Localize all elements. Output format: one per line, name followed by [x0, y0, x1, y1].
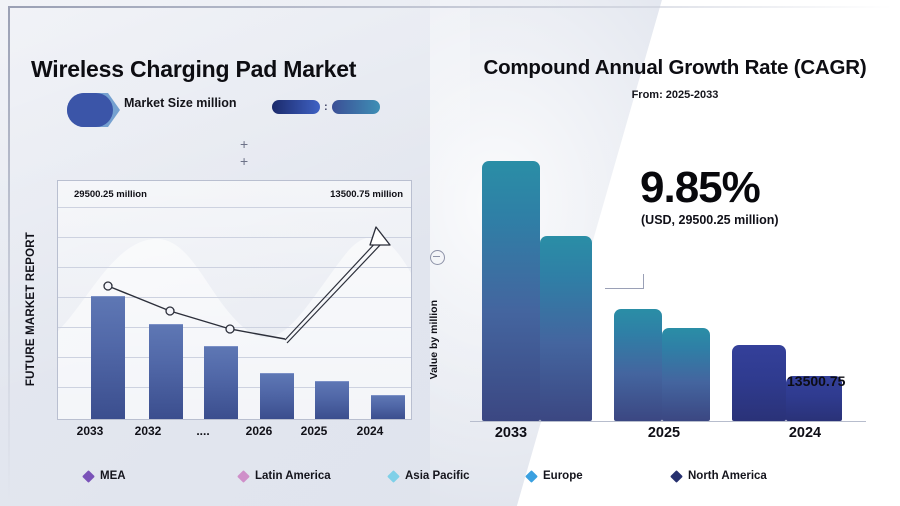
legend-label-europe: Europe: [543, 470, 583, 482]
legend-item-asia-pacific[interactable]: Asia Pacific: [387, 469, 527, 483]
region-legend: MEA Latin America Asia Pacific Europe No…: [82, 466, 824, 486]
growth-arrow: [284, 226, 391, 344]
right-cagr-chart: [462, 150, 882, 422]
gradient-pill-group: :: [272, 100, 380, 114]
gridline: [58, 267, 411, 268]
cagr-subtitle: From: 2025-2033: [631, 89, 719, 101]
cagr-title: Compound Annual Growth Rate (CAGR): [483, 56, 867, 79]
circle-minus-icon: [430, 250, 445, 265]
bar-2025-upper: [614, 309, 662, 421]
legend-item-europe[interactable]: Europe: [525, 469, 672, 483]
legend-item-latin-america[interactable]: Latin America: [237, 469, 389, 483]
future-market-report-logo: [62, 92, 124, 128]
bar-2024-lower: [786, 376, 842, 421]
r-x-label-2033: 2033: [494, 425, 528, 441]
legend-swatch-north-america: [670, 469, 683, 483]
legend-label-north-america: North America: [688, 470, 767, 482]
x-label-ellipsis: ....: [196, 424, 210, 438]
legend-item-mea[interactable]: MEA: [82, 469, 239, 483]
bar-dots: [204, 346, 238, 419]
pill-separator: :: [324, 100, 328, 113]
r-x-label-2024: 2024: [788, 425, 822, 441]
gridline: [58, 297, 411, 298]
baseline-axis: [470, 421, 866, 422]
bar-2033-upper: [482, 161, 540, 421]
legend-swatch-europe: [525, 469, 538, 483]
bar-2033: [91, 296, 125, 419]
legend-swatch-asia-pacific: [387, 469, 400, 483]
bar-2033-lower: [540, 236, 592, 421]
plus-marks-group: + +: [240, 136, 249, 169]
gradient-pill-primary: [272, 100, 320, 114]
gridline: [58, 327, 411, 328]
legend-label-asia-pacific: Asia Pacific: [405, 470, 470, 482]
plus-icon-1: +: [240, 136, 249, 152]
annotation-right-value: 13500.75 million: [330, 189, 403, 200]
x-label-2026: 2026: [245, 424, 273, 438]
gridline: [58, 237, 411, 238]
cagr-percentage: 9.85%: [640, 163, 761, 212]
frame-left-edge: [8, 6, 10, 502]
frame-top-edge: [8, 6, 892, 8]
gradient-pill-secondary: [331, 100, 380, 114]
y-axis-label-value-by-million: Value by million: [428, 300, 440, 380]
r-x-label-2025: 2025: [647, 425, 681, 441]
bar-2026: [260, 373, 294, 419]
y-axis-label-future-market-report: FUTURE MARKET REPORT: [25, 232, 37, 387]
legend-swatch-mea: [82, 469, 95, 483]
market-size-legend-label: Market Size million: [124, 96, 237, 110]
x-label-2032: 2032: [134, 424, 162, 438]
legend-swatch-latin-america: [237, 469, 250, 483]
page-title: Wireless Charging Pad Market: [31, 56, 357, 82]
annotation-left-value: 29500.25 million: [74, 189, 147, 200]
bar-series-group: [58, 181, 411, 419]
legend-label-latin-america: Latin America: [255, 470, 331, 482]
cagr-usd-note: (USD, 29500.25 million): [641, 213, 779, 227]
x-label-2025: 2025: [300, 424, 328, 438]
bar-2024: [371, 395, 405, 419]
bar-2025-lower: [662, 328, 710, 421]
bracket-connector: [605, 274, 644, 289]
x-label-2024: 2024: [356, 424, 384, 438]
legend-label-mea: MEA: [100, 470, 126, 482]
x-label-2033: 2033: [76, 424, 104, 438]
bar-2024-upper: [732, 345, 786, 421]
plus-icon-2: +: [240, 153, 249, 169]
trend-line-series: [103, 226, 391, 344]
bar-2032: [149, 324, 183, 419]
bar-2025: [315, 381, 349, 419]
data-label-13500: 13500.75: [787, 373, 846, 389]
left-market-size-chart: 29500.25 million 13500.75 million: [57, 180, 412, 420]
gridline: [58, 207, 411, 208]
legend-item-north-america[interactable]: North America: [670, 469, 767, 483]
